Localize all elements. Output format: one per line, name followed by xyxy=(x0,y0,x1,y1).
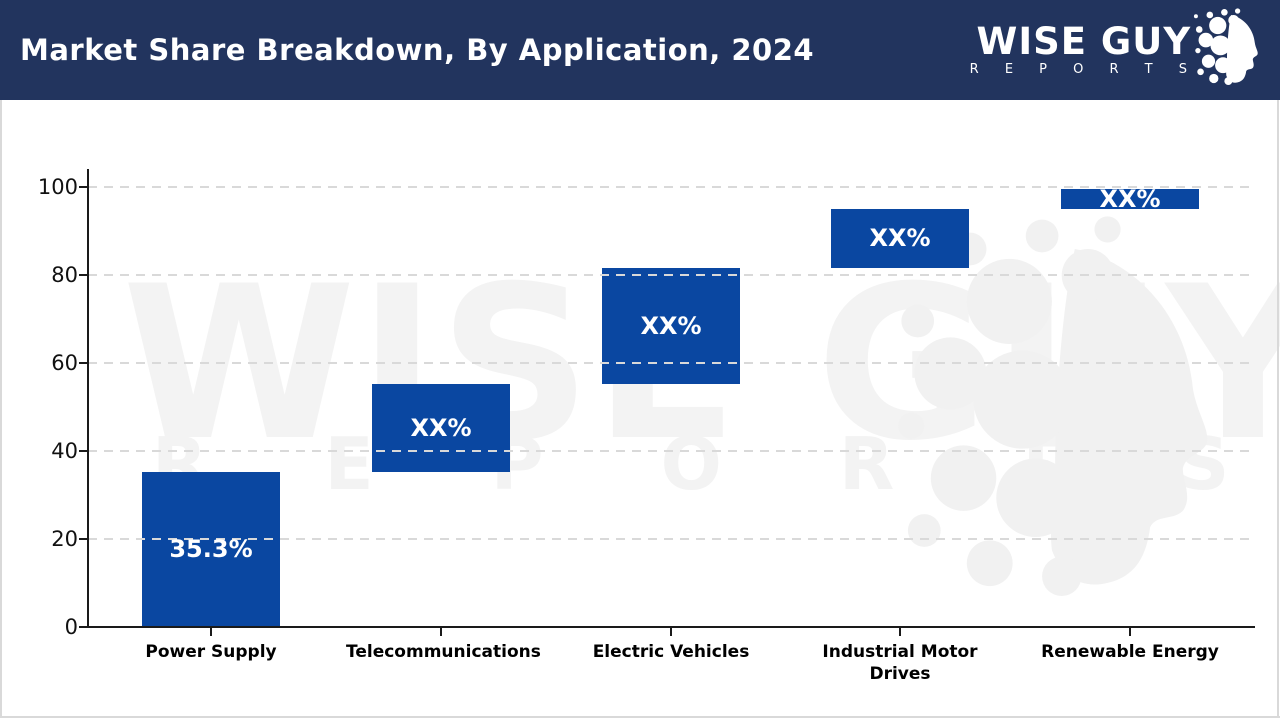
y-tick-label: 60 xyxy=(51,351,78,375)
bar-value-label: XX% xyxy=(640,311,702,340)
bar xyxy=(602,267,740,385)
gridline xyxy=(88,450,1254,452)
x-category-label: Renewable Energy xyxy=(1041,642,1219,662)
bar-value-label: 35.3% xyxy=(169,535,253,564)
wiseguy-logo-name: WISE GUY xyxy=(976,20,1192,64)
y-tick-mark xyxy=(79,626,87,628)
wiseguy-logo: WISE GUY R E P O R T S xyxy=(970,8,1266,92)
x-category-label: Telecommunications xyxy=(346,642,541,662)
bar xyxy=(142,471,280,627)
x-axis-line xyxy=(87,626,1255,628)
y-axis-line xyxy=(87,169,89,628)
y-tick-label: 40 xyxy=(51,439,78,463)
y-tick-label: 80 xyxy=(51,263,78,287)
header-band: Market Share Breakdown, By Application, … xyxy=(0,0,1280,100)
y-tick-label: 0 xyxy=(64,615,78,639)
y-tick-mark xyxy=(79,186,87,188)
bar-value-label: XX% xyxy=(869,224,931,253)
gridline xyxy=(88,274,1254,276)
y-tick-mark xyxy=(79,538,87,540)
bar-value-label: XX% xyxy=(410,413,472,442)
y-tick-mark xyxy=(79,274,87,276)
x-tick-mark xyxy=(440,628,442,636)
page-title: Market Share Breakdown, By Application, … xyxy=(20,33,815,67)
x-category-label: Industrial Motor Drives xyxy=(822,642,978,685)
x-category-label: Power Supply xyxy=(145,642,277,662)
x-tick-mark xyxy=(1129,628,1131,636)
bar xyxy=(372,384,510,472)
x-tick-mark xyxy=(670,628,672,636)
frame-left-line xyxy=(0,100,2,717)
bar xyxy=(831,209,969,268)
bar-value-label: XX% xyxy=(1099,185,1161,214)
gridline xyxy=(88,538,1254,540)
x-category-label: Electric Vehicles xyxy=(592,642,750,662)
y-tick-mark xyxy=(79,450,87,452)
dotted-head-profile-icon xyxy=(1193,8,1258,86)
bar xyxy=(1061,188,1199,210)
y-tick-label: 100 xyxy=(37,175,78,199)
gridline xyxy=(88,362,1254,364)
gridline xyxy=(88,186,1254,188)
x-tick-mark xyxy=(899,628,901,636)
wiseguy-logo-text: WISE GUY R E P O R T S xyxy=(969,20,1198,77)
x-tick-mark xyxy=(210,628,212,636)
frame-right-line xyxy=(1277,100,1279,717)
y-tick-label: 20 xyxy=(51,527,78,551)
frame-bottom-line xyxy=(0,716,1280,718)
y-tick-mark xyxy=(79,362,87,364)
wiseguy-logo-sub: R E P O R T S xyxy=(969,61,1198,77)
